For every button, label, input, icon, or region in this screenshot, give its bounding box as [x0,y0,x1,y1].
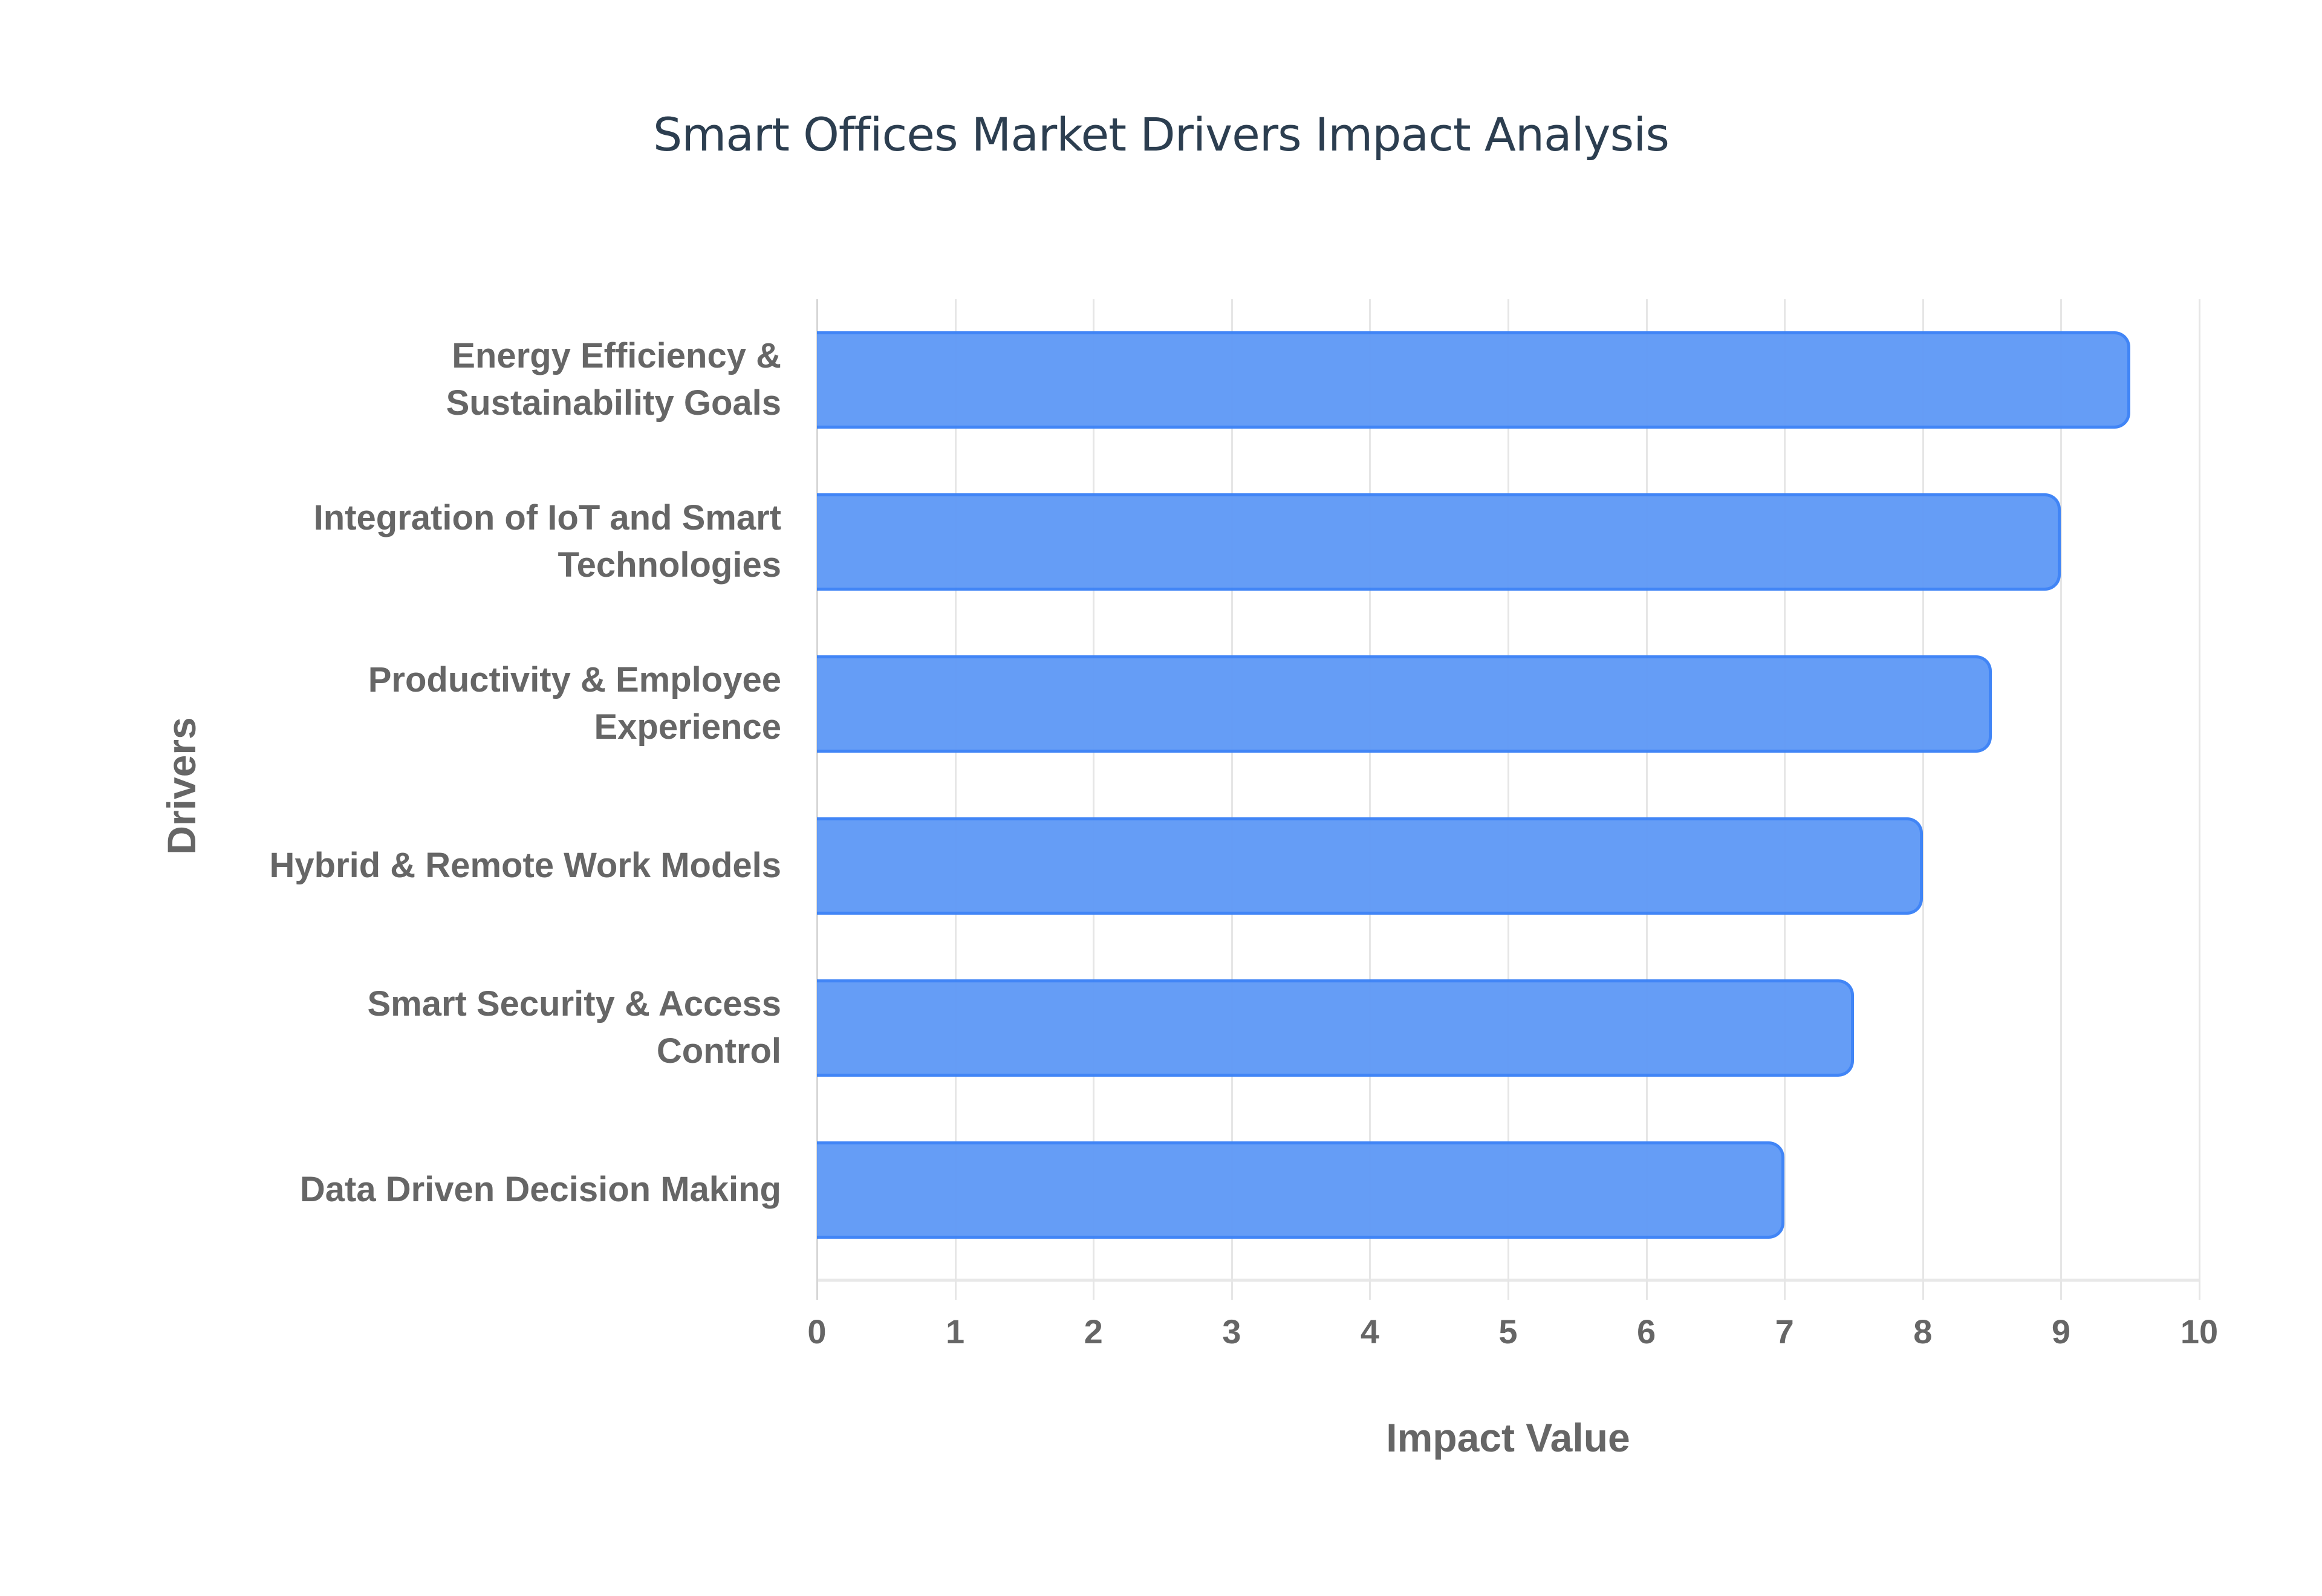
gridline [1784,299,1786,1300]
y-axis-label-line: Control [656,1031,781,1071]
y-axis-label-line: Integration of IoT and Smart [313,498,781,537]
gridline [1922,299,1924,1300]
bar[interactable] [817,493,2061,591]
y-axis-label: Energy Efficiency & Sustainability Goals [116,332,781,427]
y-axis-label-line: Experience [594,707,781,747]
bar[interactable] [817,979,1854,1077]
y-axis-label-line: Sustainability Goals [446,383,781,423]
bar[interactable] [817,331,2130,429]
gridline [1231,299,1233,1300]
bar[interactable] [817,655,1992,753]
gridline [2199,299,2200,1300]
x-axis-tick-label: 3 [1222,1312,1241,1351]
bar[interactable] [817,817,1923,915]
y-axis-label: Smart Security & Access Control [116,981,781,1075]
x-axis-tick-label: 10 [2180,1312,2219,1351]
x-axis-tick-label: 1 [946,1312,965,1351]
gridline [1507,299,1509,1300]
y-axis-label-line: Productivity & Employee [368,660,781,699]
y-axis-label-line: Hybrid & Remote Work Models [269,846,782,885]
y-axis-label-line: Smart Security & Access [367,984,781,1023]
x-axis-title: Impact Value [1386,1415,1630,1460]
gridline [954,299,957,1300]
bar[interactable] [817,1141,1785,1239]
x-axis-tick-label: 4 [1360,1312,1379,1351]
x-axis-tick-label: 0 [807,1312,827,1351]
y-axis-label: Data Driven Decision Making [116,1166,781,1213]
y-axis-label-line: Energy Efficiency & [452,336,781,375]
y-axis-label: Hybrid & Remote Work Models [116,842,782,889]
x-axis-tick-label: 2 [1084,1312,1103,1351]
gridline [1369,299,1371,1300]
plot-area [816,299,2200,1300]
gridline [1093,299,1095,1300]
gridline [816,299,818,1300]
x-axis-tick-label: 7 [1775,1312,1794,1351]
y-axis-label-line: Technologies [558,545,781,585]
y-axis-label: Productivity & Employee Experience [116,657,781,751]
chart-title: Smart Offices Market Drivers Impact Anal… [653,108,1670,161]
x-axis-tick-label: 6 [1637,1312,1656,1351]
y-axis-label: Integration of IoT and Smart Technologies [116,495,781,589]
y-axis-label-line: Data Driven Decision Making [299,1170,781,1209]
x-axis-tick-label: 5 [1498,1312,1518,1351]
gridline [2060,299,2063,1300]
gridline [1645,299,1648,1300]
x-axis-tick-label: 9 [2051,1312,2070,1351]
x-axis-tick-label: 8 [1913,1312,1933,1351]
